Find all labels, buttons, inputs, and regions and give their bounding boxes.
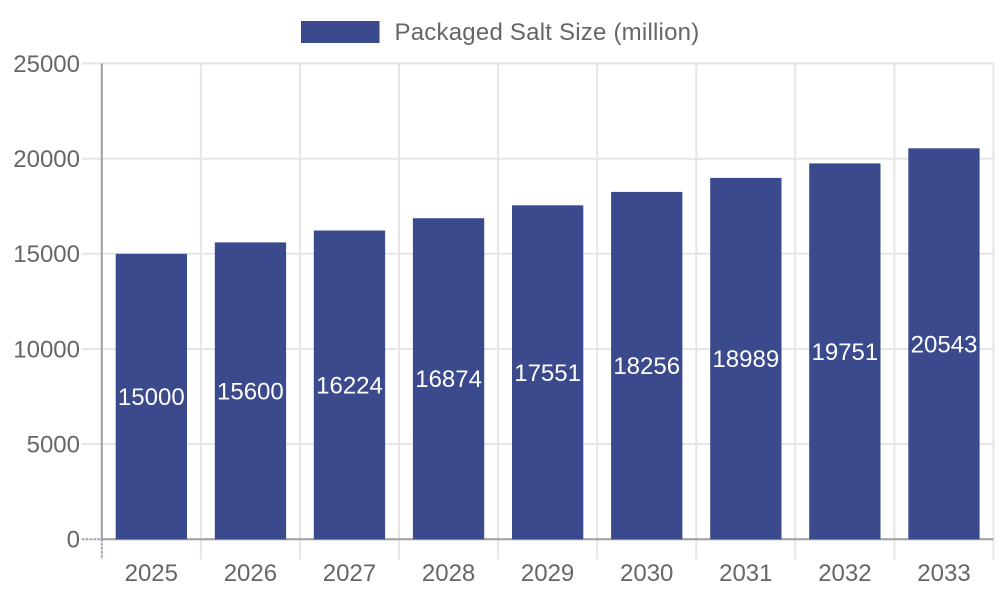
svg-text:15000: 15000 — [13, 241, 80, 268]
svg-text:15000: 15000 — [118, 384, 185, 411]
svg-text:17551: 17551 — [514, 360, 581, 387]
svg-text:18256: 18256 — [613, 353, 680, 380]
svg-text:19751: 19751 — [812, 339, 879, 366]
svg-text:2025: 2025 — [125, 560, 178, 587]
svg-text:2030: 2030 — [620, 560, 673, 587]
svg-text:2027: 2027 — [323, 560, 376, 587]
svg-text:0: 0 — [67, 527, 80, 554]
svg-text:2029: 2029 — [521, 560, 574, 587]
svg-text:2026: 2026 — [224, 560, 277, 587]
svg-text:5000: 5000 — [27, 431, 80, 458]
svg-text:2033: 2033 — [917, 560, 970, 587]
svg-text:25000: 25000 — [13, 51, 80, 78]
svg-text:20000: 20000 — [13, 146, 80, 173]
svg-text:2028: 2028 — [422, 560, 475, 587]
svg-text:20543: 20543 — [911, 331, 978, 358]
svg-text:16224: 16224 — [316, 372, 383, 399]
svg-text:15600: 15600 — [217, 378, 284, 405]
svg-text:10000: 10000 — [13, 336, 80, 363]
svg-text:16874: 16874 — [415, 366, 482, 393]
svg-text:2031: 2031 — [719, 560, 772, 587]
svg-text:18989: 18989 — [712, 346, 779, 373]
svg-text:2032: 2032 — [818, 560, 871, 587]
svg-text:Packaged Salt Size (million): Packaged Salt Size (million) — [395, 19, 700, 46]
